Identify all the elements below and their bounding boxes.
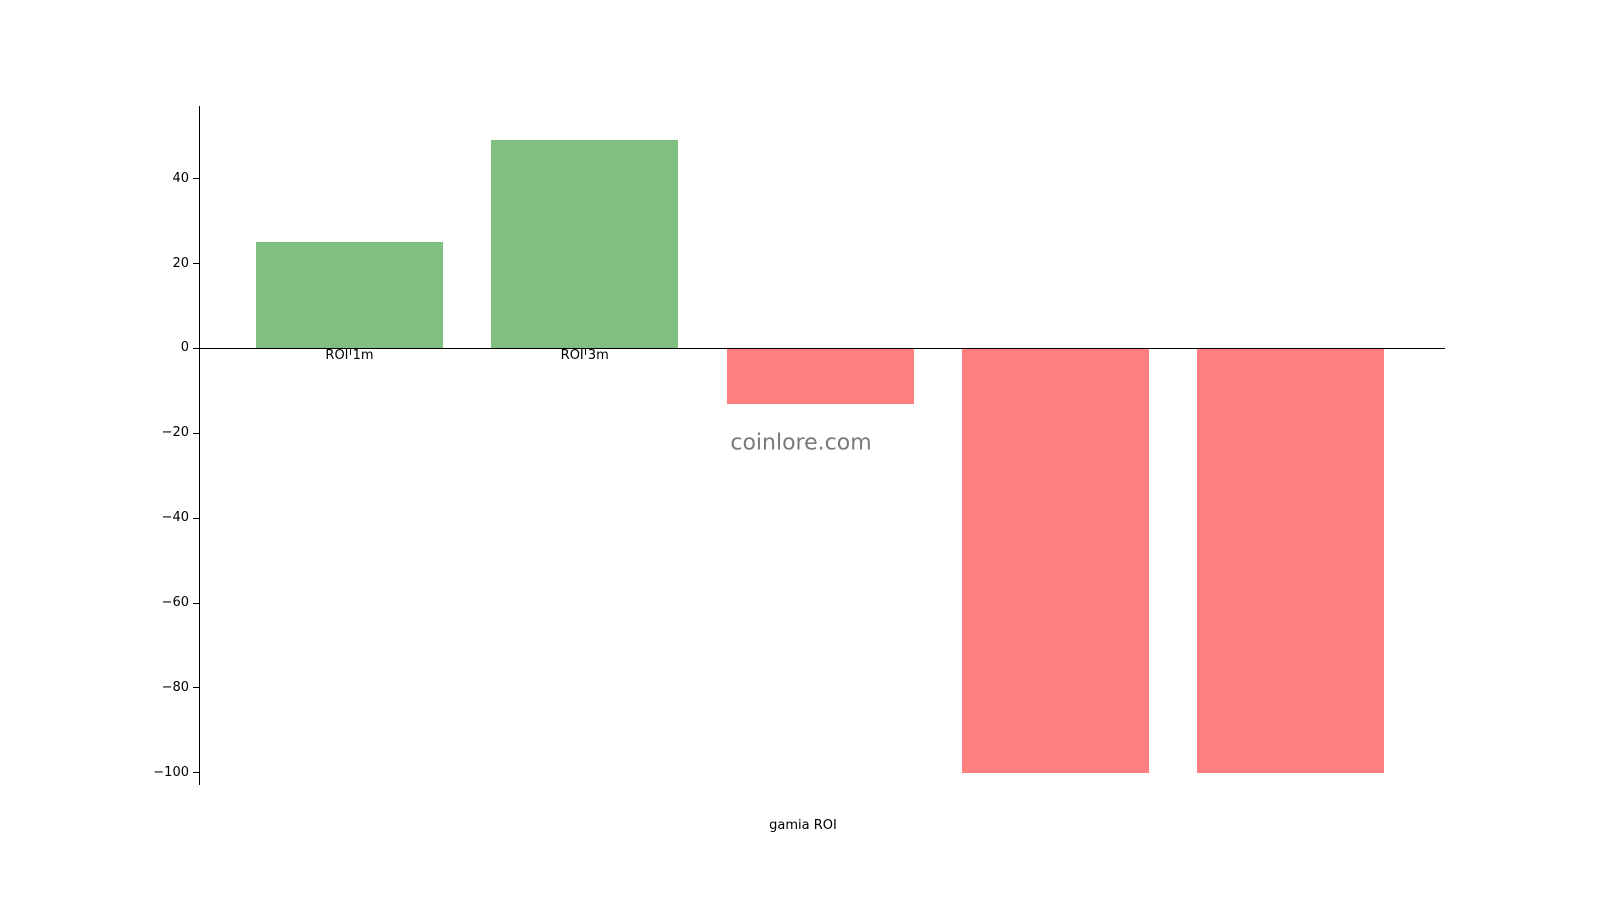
x-tick-label: ROI 3m bbox=[560, 347, 609, 363]
y-tick-mark bbox=[193, 687, 199, 689]
y-tick-label: −100 bbox=[153, 764, 189, 780]
y-tick-label: −20 bbox=[161, 425, 189, 441]
y-tick-mark bbox=[193, 432, 199, 434]
y-tick-mark bbox=[193, 602, 199, 604]
y-tick-mark bbox=[193, 263, 199, 265]
y-tick-mark bbox=[193, 347, 199, 349]
watermark-text: coinlore.com bbox=[730, 430, 872, 456]
y-tick-mark bbox=[193, 517, 199, 519]
x-tick-mark bbox=[584, 348, 586, 355]
x-tick-label: ROI 1m bbox=[325, 347, 374, 363]
y-tick-mark bbox=[193, 178, 199, 180]
y-tick-label: −60 bbox=[161, 595, 189, 611]
bar-unlabeled-3 bbox=[726, 348, 914, 405]
y-tick-label: −40 bbox=[161, 510, 189, 526]
x-axis-title: gamia ROI bbox=[769, 818, 837, 833]
bar-roi-1m bbox=[256, 241, 443, 348]
y-tick-label: 20 bbox=[172, 255, 189, 271]
y-tick-label: 40 bbox=[172, 170, 189, 186]
y-tick-label: −80 bbox=[161, 679, 189, 695]
bar-roi-3m bbox=[491, 139, 679, 348]
bar-unlabeled-4 bbox=[961, 348, 1149, 774]
y-tick-mark bbox=[193, 772, 199, 774]
x-tick-mark bbox=[349, 348, 351, 355]
y-axis-spine bbox=[199, 106, 200, 785]
x-axis-zero-line bbox=[199, 348, 1445, 349]
y-tick-label: 0 bbox=[180, 340, 189, 356]
bar-unlabeled-5 bbox=[1197, 348, 1384, 774]
